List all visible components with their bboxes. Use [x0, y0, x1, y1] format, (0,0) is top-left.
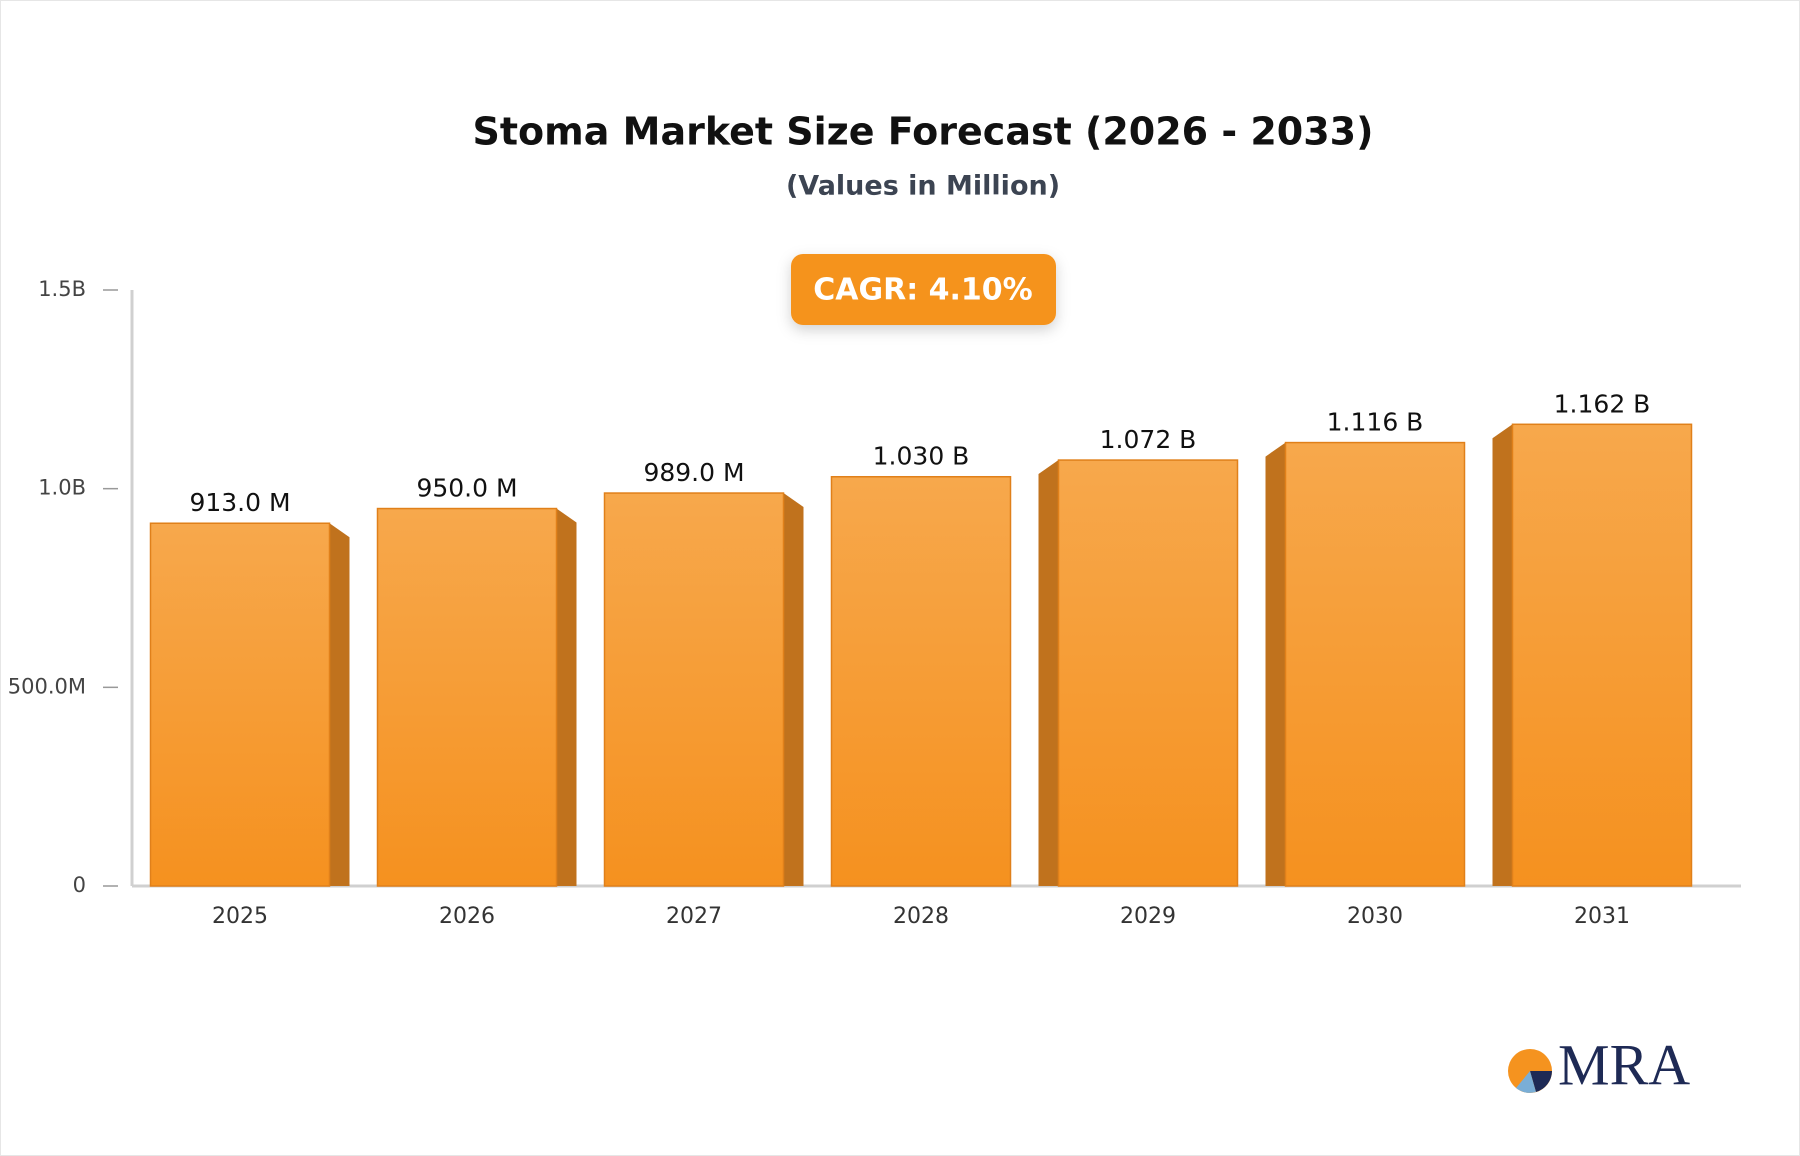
bar-side — [1492, 424, 1513, 886]
bar-side — [1265, 442, 1286, 886]
bar-side — [1038, 460, 1059, 886]
bar-side — [783, 493, 804, 886]
y-tick-label: 1.0B — [38, 476, 86, 500]
logo: MRA — [1508, 1032, 1690, 1097]
bar — [1511, 423, 1693, 887]
chart-title: Stoma Market Size Forecast (2026 - 2033) — [473, 110, 1374, 154]
bar-side — [556, 508, 577, 886]
bar — [376, 507, 558, 887]
value-label: 913.0 M — [189, 488, 290, 517]
bar — [1057, 459, 1239, 887]
value-label: 950.0 M — [416, 474, 517, 503]
x-tick-label: 2027 — [666, 904, 722, 929]
bar — [1284, 441, 1466, 887]
value-label: 1.072 B — [1100, 425, 1197, 454]
bar — [830, 475, 1012, 887]
badge-text: CAGR: 4.10% — [813, 273, 1032, 308]
bar-side — [329, 523, 350, 886]
logo-text: MRA — [1558, 1032, 1690, 1097]
x-tick-label: 2026 — [439, 904, 495, 929]
bar — [603, 492, 785, 887]
value-label: 989.0 M — [643, 458, 744, 487]
bar — [149, 522, 331, 887]
x-tick-label: 2031 — [1574, 904, 1630, 929]
value-label: 1.162 B — [1554, 389, 1651, 418]
x-tick-label: 2030 — [1347, 904, 1403, 929]
x-tick-label: 2029 — [1120, 904, 1176, 929]
y-tick-label: 0 — [73, 873, 86, 897]
badge-bg — [791, 254, 1056, 325]
x-tick-label: 2025 — [212, 904, 268, 929]
logo-slice — [1516, 1071, 1536, 1093]
chart-subtitle: (Values in Million) — [786, 171, 1060, 202]
x-tick-label: 2028 — [893, 904, 949, 929]
cagr-badge: CAGR: 4.10% — [791, 254, 1056, 325]
value-label: 1.116 B — [1327, 408, 1424, 437]
logo-slice — [1530, 1071, 1552, 1092]
y-tick-label: 500.0M — [8, 674, 86, 698]
value-label: 1.030 B — [873, 442, 970, 471]
y-tick-label: 1.5B — [38, 277, 86, 301]
